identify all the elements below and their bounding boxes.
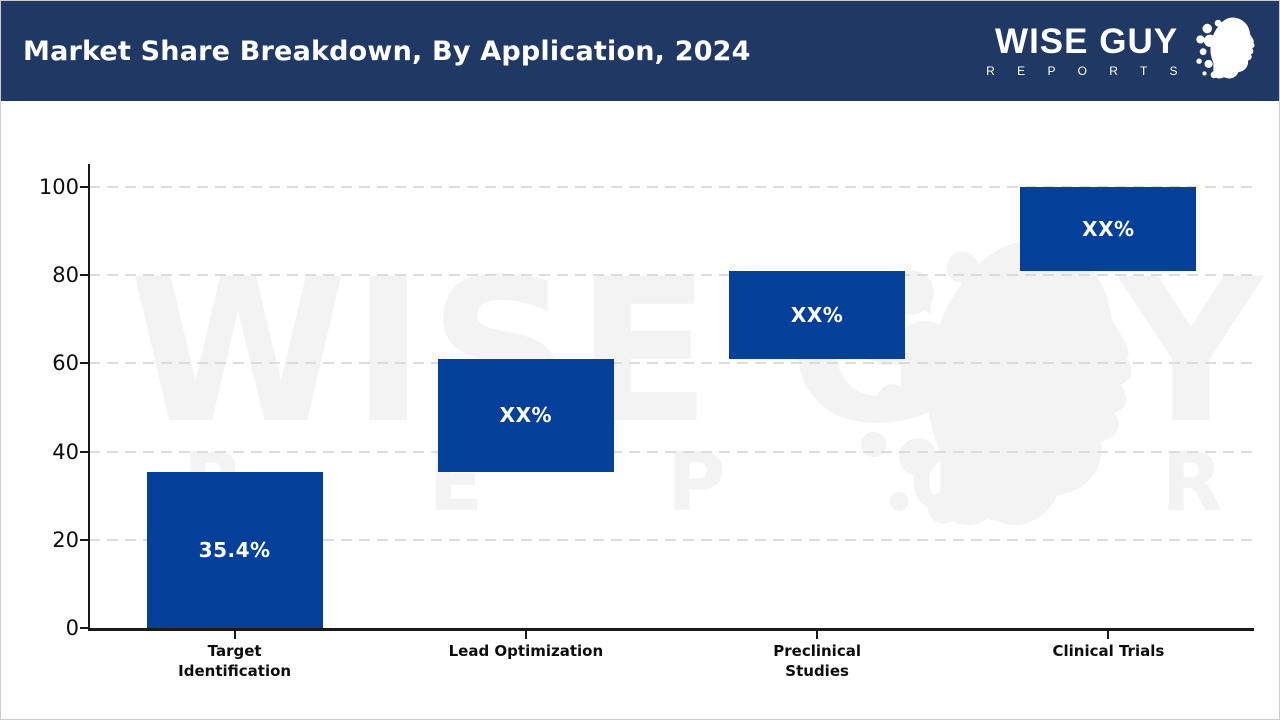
y-axis-tick-label: 20 — [52, 527, 79, 552]
bar-value-label: XX% — [499, 403, 553, 428]
y-axis-tick-label: 60 — [52, 351, 79, 376]
brand-logo-text: WISE GUY R E P O R T S — [986, 24, 1187, 78]
gridline-y100 — [89, 186, 1254, 188]
y-axis-tick-mark — [80, 538, 89, 541]
gridline-y40 — [89, 450, 1254, 453]
x-axis-category-label-line: Identification — [178, 662, 292, 680]
x-axis-category-label-line: Preclinical — [773, 642, 861, 660]
gridline-y80 — [89, 274, 1254, 277]
bar-value-label: XX% — [790, 302, 844, 327]
brand-name: WISE GUY — [995, 22, 1179, 61]
x-axis-category-label: Preclinical Studies — [697, 641, 937, 681]
y-axis-tick-label: 0 — [65, 616, 79, 640]
y-axis-tick-mark — [80, 274, 89, 277]
x-axis-tick-mark — [524, 631, 527, 639]
y-axis-tick-mark — [80, 186, 89, 188]
gridline-y60 — [89, 362, 1254, 365]
gridline-y20 — [89, 538, 1254, 541]
y-axis-tick-label: 40 — [52, 439, 79, 464]
x-axis-line — [88, 628, 1254, 631]
y-axis-tick-mark — [80, 627, 89, 629]
brand-tagline: R E P O R T S — [986, 64, 1187, 78]
x-axis-category-label: Clinical Trials — [988, 641, 1228, 661]
y-axis-tick-mark — [80, 450, 89, 453]
y-axis-line — [88, 164, 90, 630]
header-bar: Market Share Breakdown, By Application, … — [1, 1, 1279, 101]
bar-2: XX% — [437, 358, 614, 472]
bar-value-label: XX% — [1082, 216, 1135, 241]
x-axis-category-label-line: Clinical Trials — [1052, 642, 1165, 660]
bar-4: XX% — [1020, 187, 1197, 271]
x-axis-category-label-line: Lead Optimization — [448, 642, 604, 660]
bar-1: 35.4% — [146, 471, 323, 628]
x-axis-tick-mark — [1107, 631, 1110, 639]
x-axis-category-label: Target Identification — [115, 641, 355, 681]
x-axis-tick-mark — [816, 631, 819, 639]
bar-value-label: 35.4% — [198, 537, 271, 562]
chart-title: Market Share Breakdown, By Application, … — [23, 35, 751, 67]
x-axis-category-label-line: Target — [207, 642, 262, 660]
x-axis-category-label-line: Studies — [785, 662, 849, 680]
x-axis-tick-mark — [233, 631, 236, 639]
bar-3: XX% — [729, 270, 906, 359]
y-axis-tick-label: 100 — [38, 175, 79, 199]
x-axis-category-label: Lead Optimization — [406, 641, 646, 661]
dotted-face-profile-icon — [1196, 17, 1255, 79]
y-axis-tick-label: 80 — [52, 263, 79, 288]
brand-logo: WISE GUY R E P O R T S — [986, 12, 1263, 90]
y-axis-tick-mark — [80, 362, 89, 365]
